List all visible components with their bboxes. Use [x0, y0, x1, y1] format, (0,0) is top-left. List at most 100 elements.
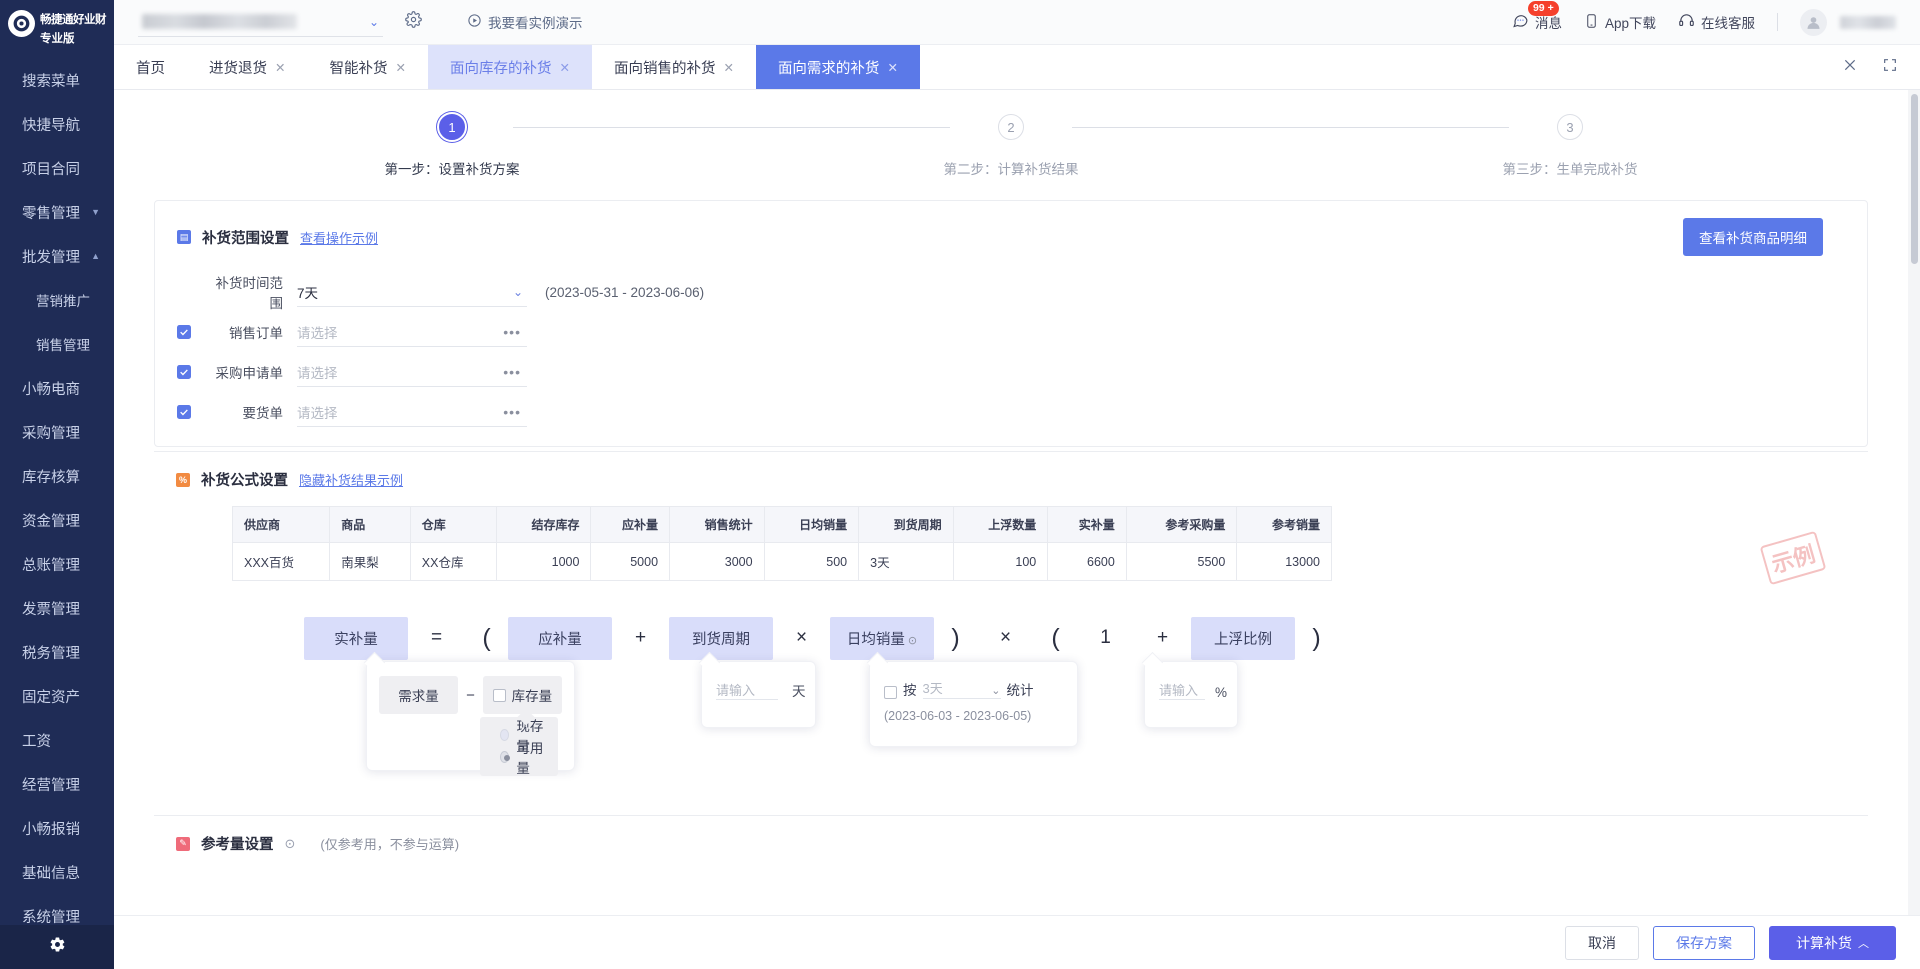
question-icon[interactable]: ⊙ [907, 634, 918, 647]
demo-link[interactable]: 我要看实例演示 [467, 12, 583, 32]
formula-chip-label: 应补量 [538, 631, 582, 648]
tab-label: 面向库存的补货 [449, 60, 552, 77]
footer-actions: 取消 保存方案 计算补货 ︿ [114, 915, 1920, 969]
table-header-cell: 参考采购量 [1125, 506, 1238, 543]
source-select[interactable]: 请选择 ••• [297, 357, 527, 387]
sidebar-item-2[interactable]: 项目合同 [0, 146, 114, 190]
step-1-circle: 1 [439, 114, 465, 140]
by-period-checkbox[interactable] [884, 686, 897, 699]
step-2[interactable]: 2 第二步：计算补货结果 [944, 114, 1079, 178]
stock-chip[interactable]: 库存量 [482, 676, 562, 714]
tab-close-icon[interactable]: ✕ [395, 60, 406, 75]
tab-4[interactable]: 面向销售的补货 ✕ [592, 45, 756, 89]
calculate-button[interactable]: 计算补货 ︿ [1769, 925, 1896, 960]
period-select[interactable]: 3天 ⌄ [922, 678, 1001, 699]
stat-label: 统计 [1006, 683, 1034, 698]
question-icon[interactable]: ⊙ [284, 835, 296, 851]
option-available-stock[interactable]: 可用量 [500, 741, 546, 776]
sidebar-item-label: 小畅电商 [22, 381, 80, 398]
step-line-2 [1072, 127, 1509, 128]
view-example-link[interactable]: 查看操作示例 [300, 230, 379, 246]
step-3-label: 第三步：生单完成补货 [1502, 162, 1638, 177]
sidebar-item-1[interactable]: 快捷导航 [0, 102, 114, 146]
step-3[interactable]: 3 第三步：生单完成补货 [1503, 114, 1638, 178]
tab-label: 智能补货 [329, 60, 388, 77]
source-checkbox[interactable] [177, 365, 191, 379]
sidebar-item-12[interactable]: 发票管理 [0, 586, 114, 630]
table-cell: 3000 [669, 542, 765, 581]
tab-close-icon[interactable]: ✕ [887, 60, 898, 75]
vertical-scrollbar[interactable] [1911, 94, 1918, 264]
sidebar-item-11[interactable]: 总账管理 [0, 542, 114, 586]
hide-example-link[interactable]: 隐藏补货结果示例 [299, 473, 404, 488]
sidebar-item-7[interactable]: 小畅电商 [0, 366, 114, 410]
daily-sales-popover: 按 3天 ⌄ 统计 (2023-06-03 - 2023-06-05) [869, 661, 1078, 747]
tab-close-icon[interactable]: ✕ [275, 60, 286, 75]
demand-chip[interactable]: 需求量 [379, 676, 459, 714]
sidebar-item-6[interactable]: 销售管理 [0, 322, 114, 366]
sidebar-item-3[interactable]: 零售管理 ▼ [0, 190, 114, 234]
more-icon[interactable]: ••• [503, 403, 521, 420]
source-select[interactable]: 请选择 ••• [297, 317, 527, 347]
tab-1[interactable]: 进货退货 ✕ [187, 45, 307, 89]
option-current-stock[interactable]: 现存量 [500, 719, 546, 754]
sidebar-item-18[interactable]: 基础信息 [0, 850, 114, 894]
save-plan-button[interactable]: 保存方案 [1653, 925, 1755, 960]
tab-close-icon[interactable]: ✕ [723, 60, 734, 75]
topbar-settings-button[interactable] [405, 11, 422, 33]
sidebar-item-17[interactable]: 小畅报销 [0, 806, 114, 850]
source-checkbox[interactable] [177, 405, 191, 419]
main-content: 1 第一步：设置补货方案 2 第二步：计算补货结果 3 第三步：生单完成补货 ▤… [114, 90, 1920, 915]
formula-chip-13[interactable]: 上浮比例 [1191, 616, 1295, 660]
top-bar: ⌄ 我要看实例演示 消息 99 + App下载 在 [114, 0, 1920, 45]
sidebar-item-0[interactable]: 搜索菜单 [0, 58, 114, 102]
online-support-button[interactable]: 在线客服 [1678, 12, 1755, 32]
sidebar-item-8[interactable]: 采购管理 [0, 410, 114, 454]
sidebar-item-19[interactable]: 系统管理 [0, 894, 114, 938]
sidebar-item-15[interactable]: 工资 [0, 718, 114, 762]
table-row: XXX百货 南果梨 XX仓库 1000 5000 3000 500 3天 100 6600 5500… [231, 542, 1332, 581]
more-icon[interactable]: ••• [503, 323, 521, 340]
tab-3[interactable]: 面向库存的补货 ✕ [427, 45, 592, 89]
sidebar-item-label: 搜索菜单 [22, 73, 80, 90]
stock-checkbox[interactable] [492, 688, 506, 702]
formula-chip-7[interactable]: 日均销量 ⊙ [830, 616, 934, 660]
more-icon[interactable]: ••• [503, 363, 521, 380]
formula-operator-2: ( [482, 623, 491, 652]
app-download-button[interactable]: App下载 [1584, 12, 1656, 32]
formula-operator-1: = [430, 627, 443, 648]
formula-chip-3[interactable]: 应补量 [508, 616, 612, 660]
step-2-circle: 2 [998, 114, 1024, 140]
cancel-button[interactable]: 取消 [1565, 925, 1639, 960]
sidebar-item-14[interactable]: 固定资产 [0, 674, 114, 718]
lead-time-input[interactable]: 请输入 [716, 678, 778, 700]
user-name [1840, 15, 1896, 29]
tab-5[interactable]: 面向需求的补货 ✕ [755, 45, 920, 89]
sidebar-settings-button[interactable] [0, 925, 114, 969]
messages-button[interactable]: 消息 99 + [1512, 1, 1562, 32]
step-1[interactable]: 1 第一步：设置补货方案 [385, 114, 520, 178]
time-range-select[interactable]: 7天 ⌄ [297, 277, 527, 307]
tab-2[interactable]: 智能补货 ✕ [307, 45, 427, 89]
source-checkbox[interactable] [177, 325, 191, 339]
view-detail-button[interactable]: 查看补货商品明细 [1683, 218, 1823, 256]
fullscreen-icon[interactable] [1882, 57, 1898, 78]
table-header-cell: 上浮数量 [952, 506, 1049, 543]
close-icon[interactable] [1842, 57, 1858, 78]
sidebar-item-5[interactable]: 营销推广 [0, 278, 114, 322]
sidebar-item-label: 小畅报销 [22, 821, 80, 838]
formula-chip-0[interactable]: 实补量 [304, 616, 408, 660]
tab-0[interactable]: 首页 [114, 45, 187, 89]
tab-label: 首页 [136, 60, 165, 77]
sidebar-item-10[interactable]: 资金管理 [0, 498, 114, 542]
user-menu[interactable] [1800, 8, 1896, 36]
formula-chip-5[interactable]: 到货周期 [669, 616, 773, 660]
sidebar-item-9[interactable]: 库存核算 [0, 454, 114, 498]
source-select[interactable]: 请选择 ••• [297, 397, 527, 427]
organization-select[interactable]: ⌄ [138, 7, 383, 37]
sidebar-item-4[interactable]: 批发管理 ▲ [0, 234, 114, 278]
sidebar-item-16[interactable]: 经营管理 [0, 762, 114, 806]
markup-rate-input[interactable]: 请输入 [1159, 678, 1205, 700]
tab-close-icon[interactable]: ✕ [559, 60, 570, 75]
sidebar-item-13[interactable]: 税务管理 [0, 630, 114, 674]
